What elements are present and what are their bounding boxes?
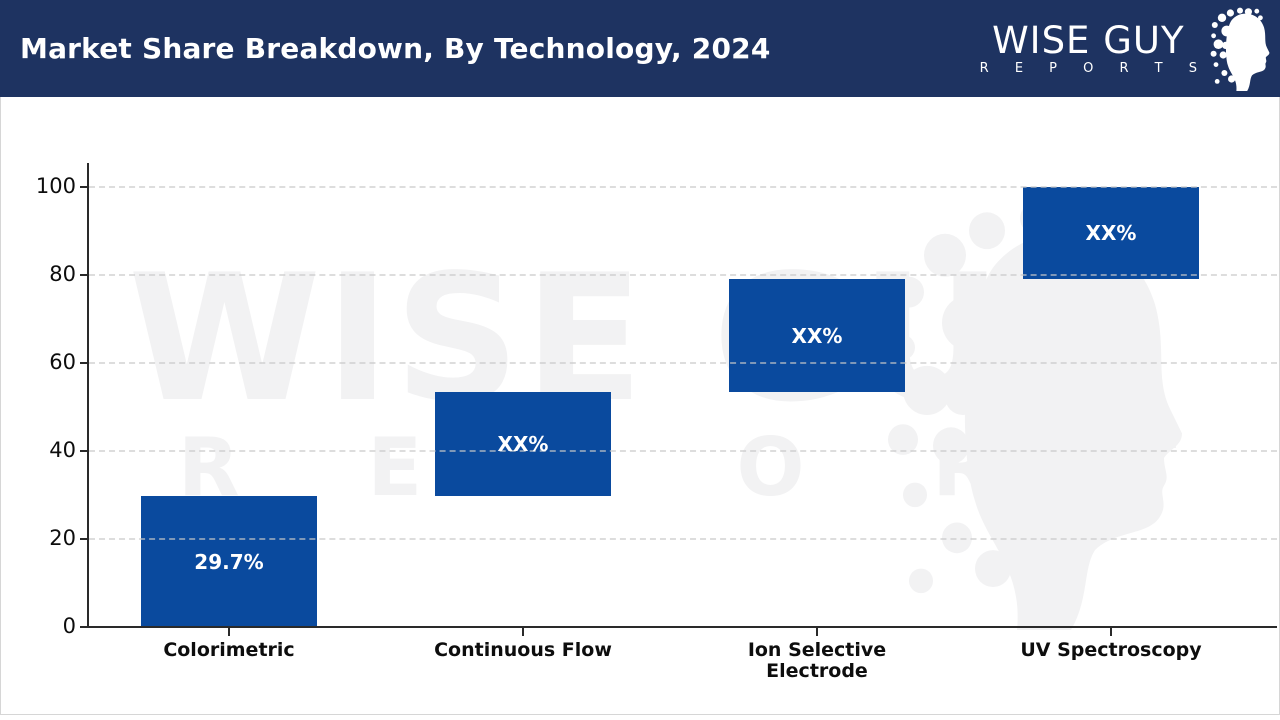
gridline: [89, 362, 1277, 364]
x-category-label: Continuous Flow: [434, 639, 612, 661]
gridline: [89, 274, 1277, 276]
y-axis-tick: [80, 538, 88, 540]
x-axis-spine: [87, 626, 1277, 628]
y-axis-tick: [80, 450, 88, 452]
bar-3: [1023, 187, 1199, 280]
y-axis-spine: [87, 163, 89, 628]
y-axis-tick: [80, 362, 88, 364]
x-category-label: UV Spectroscopy: [1020, 639, 1202, 661]
x-category-label: Colorimetric: [163, 639, 295, 661]
y-tick-label: 60: [49, 350, 76, 374]
bar-0: [141, 496, 317, 627]
bar-2: [729, 279, 905, 392]
bar-1: [435, 391, 611, 497]
y-axis-tick: [80, 626, 88, 628]
logo-subtitle: R E P O R T S: [979, 61, 1208, 76]
x-axis-tick: [228, 628, 230, 636]
y-axis-tick: [80, 186, 88, 188]
header-bar: Market Share Breakdown, By Technology, 2…: [0, 0, 1280, 97]
y-tick-label: 80: [49, 262, 76, 286]
bar-value-label: XX%: [1085, 221, 1137, 246]
y-tick-label: 40: [49, 438, 76, 462]
logo-name: WISE GUY: [992, 19, 1185, 62]
x-axis-tick: [1110, 628, 1112, 636]
page-title: Market Share Breakdown, By Technology, 2…: [20, 32, 771, 65]
x-axis-tick: [816, 628, 818, 636]
bar-value-label: 29.7%: [194, 549, 264, 574]
logo-text: WISE GUY R E P O R T S: [969, 22, 1208, 75]
gridline: [89, 450, 1277, 452]
y-tick-label: 20: [49, 526, 76, 550]
x-axis-tick: [522, 628, 524, 636]
bar-value-label: XX%: [791, 323, 843, 348]
y-tick-label: 100: [35, 174, 76, 198]
x-category-label: Ion Selective Electrode: [747, 639, 887, 683]
y-tick-label: 0: [62, 614, 76, 638]
gridline: [89, 538, 1277, 540]
y-axis-tick: [80, 274, 88, 276]
wise-guy-logo: WISE GUY R E P O R T S: [969, 7, 1280, 91]
bar-value-label: XX%: [497, 431, 549, 456]
gridline: [89, 186, 1277, 188]
wise-guy-head-icon: [1210, 7, 1270, 91]
